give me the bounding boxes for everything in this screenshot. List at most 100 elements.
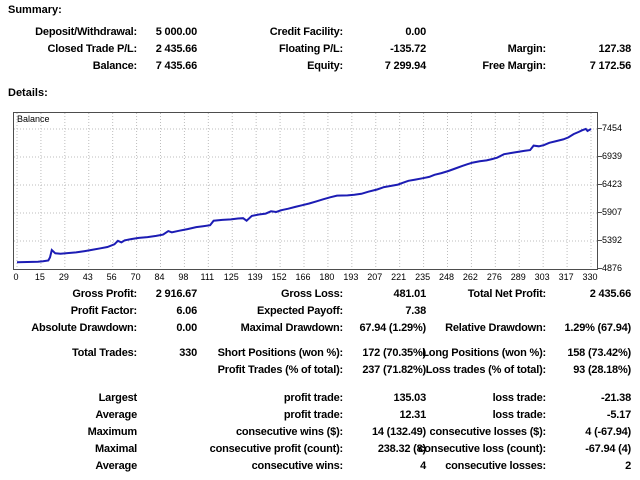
stat-label: Balance:	[92, 60, 137, 72]
y-tick-label: 7454	[602, 123, 623, 133]
stat-value: 127.38	[598, 43, 632, 55]
x-tick-label: 207	[367, 272, 383, 282]
x-tick-label: 152	[271, 272, 287, 282]
stat-value: 481.01	[393, 288, 427, 300]
stat-value: 135.03	[393, 392, 427, 404]
table-row: Largest profit trade: 135.03 loss trade: -21…	[0, 390, 640, 407]
y-tick-mark	[598, 240, 602, 241]
table-gap	[0, 379, 640, 390]
x-tick-label: 303	[534, 272, 550, 282]
stat-label: Expected Payoff:	[256, 305, 343, 317]
table-row: Absolute Drawdown: 0.00 Maximal Drawdown: 6…	[0, 320, 640, 337]
stat-value: 4	[420, 460, 426, 472]
stat-value: 0.00	[405, 26, 426, 38]
stat-label: Long Positions (won %):	[422, 347, 546, 359]
stat-value: 1.29% (67.94)	[564, 322, 632, 334]
x-tick-label: 0	[13, 272, 19, 282]
stat-value: 93 (28.18%)	[573, 364, 631, 376]
stat-label: Relative Drawdown:	[445, 322, 546, 334]
stat-value: 7 435.66	[155, 60, 197, 72]
x-tick-label: 139	[247, 272, 263, 282]
stat-label: profit trade:	[283, 409, 343, 421]
stat-label: consecutive profit (count):	[209, 443, 344, 455]
stat-value: 2 916.67	[155, 288, 197, 300]
x-tick-label: 125	[223, 272, 239, 282]
stat-label: Short Positions (won %):	[217, 347, 344, 359]
table-row: Balance: 7 435.66 Equity: 7 299.94 Free Marg…	[0, 58, 640, 75]
stat-value: -5.17	[606, 409, 631, 421]
x-tick-label: 193	[343, 272, 359, 282]
stat-value: 238.32 (8)	[377, 443, 426, 455]
balance-chart-plot	[14, 113, 597, 269]
stat-label: consecutive losses:	[445, 460, 546, 472]
stat-label: Maximal Drawdown:	[240, 322, 344, 334]
x-tick-label: 15	[34, 272, 45, 282]
balance-line	[16, 127, 592, 264]
x-tick-label: 98	[178, 272, 189, 282]
table-row: Gross Profit: 2 916.67 Gross Loss: 481.01 To…	[0, 286, 640, 303]
stat-label: Average	[95, 409, 137, 421]
summary-table: Deposit/Withdrawal: 5 000.00 Credit Facili…	[0, 24, 640, 75]
stat-value: -135.72	[390, 43, 426, 55]
stat-label: consecutive wins ($):	[235, 426, 343, 438]
stat-label: Average	[95, 460, 137, 472]
stat-label: Total Net Profit:	[467, 288, 546, 300]
table-row: Deposit/Withdrawal: 5 000.00 Credit Facili…	[0, 24, 640, 41]
stat-value: -67.94 (4)	[585, 443, 631, 455]
stat-value: 7.38	[405, 305, 426, 317]
x-tick-label: 29	[58, 272, 69, 282]
stat-value: 0.00	[176, 322, 197, 334]
stat-label: Maximal	[94, 443, 137, 455]
stat-value: 67.94 (1.29%)	[359, 322, 427, 334]
x-tick-label: 70	[130, 272, 141, 282]
chart-series-label: Balance	[17, 114, 50, 124]
x-tick-label: 166	[295, 272, 311, 282]
x-tick-label: 235	[415, 272, 431, 282]
x-tick-label: 276	[486, 272, 502, 282]
x-tick-label: 317	[558, 272, 574, 282]
details-table: Gross Profit: 2 916.67 Gross Loss: 481.01 To…	[0, 286, 640, 475]
stat-label: profit trade:	[283, 392, 343, 404]
stat-label: loss trade:	[492, 392, 547, 404]
x-tick-label: 43	[82, 272, 93, 282]
stat-label: Margin:	[507, 43, 547, 55]
stat-value: 158 (73.42%)	[567, 347, 631, 359]
y-tick-label: 5907	[602, 207, 623, 217]
stat-value: 6.06	[176, 305, 197, 317]
y-tick-mark	[598, 156, 602, 157]
x-tick-label: 262	[462, 272, 478, 282]
stat-value: 172 (70.35%)	[362, 347, 426, 359]
x-tick-label: 330	[582, 272, 598, 282]
table-row: Profit Factor: 6.06 Expected Payoff: 7.38	[0, 303, 640, 320]
table-row: Maximal consecutive profit (count): 238.32…	[0, 441, 640, 458]
stat-label: Gross Loss:	[281, 288, 343, 300]
stat-value: 2 435.66	[589, 288, 631, 300]
stat-label: Loss trades (% of total):	[425, 364, 546, 376]
stat-label: consecutive loss (count):	[418, 443, 546, 455]
x-tick-label: 84	[154, 272, 165, 282]
y-tick-label: 4876	[602, 263, 623, 273]
y-tick-label: 6939	[602, 151, 623, 161]
table-row: Average profit trade: 12.31 loss trade: -5.1…	[0, 407, 640, 424]
stat-value: 237 (71.82%)	[362, 364, 426, 376]
stat-value: 14 (132.49)	[371, 426, 426, 438]
y-tick-mark	[598, 184, 602, 185]
x-tick-label: 180	[319, 272, 335, 282]
stat-label: Absolute Drawdown:	[31, 322, 137, 334]
x-tick-label: 289	[510, 272, 526, 282]
table-row: Profit Trades (% of total): 237 (71.82%) L…	[0, 362, 640, 379]
y-tick-label: 5392	[602, 235, 623, 245]
stat-label: Gross Profit:	[72, 288, 137, 300]
y-tick-label: 6423	[602, 179, 623, 189]
table-row: Total Trades: 330 Short Positions (won %):…	[0, 345, 640, 362]
stat-label: Largest	[98, 392, 138, 404]
stat-label: Free Margin:	[482, 60, 546, 72]
summary-heading: Summary:	[8, 4, 62, 16]
stat-label: Equity:	[307, 60, 343, 72]
stat-value: 4 (-67.94)	[585, 426, 631, 438]
stat-value: 2	[625, 460, 631, 472]
stat-value: -21.38	[601, 392, 631, 404]
stat-label: Maximum	[87, 426, 138, 438]
table-row: Closed Trade P/L: 2 435.66 Floating P/L: -1…	[0, 41, 640, 58]
stat-label: Floating P/L:	[278, 43, 343, 55]
